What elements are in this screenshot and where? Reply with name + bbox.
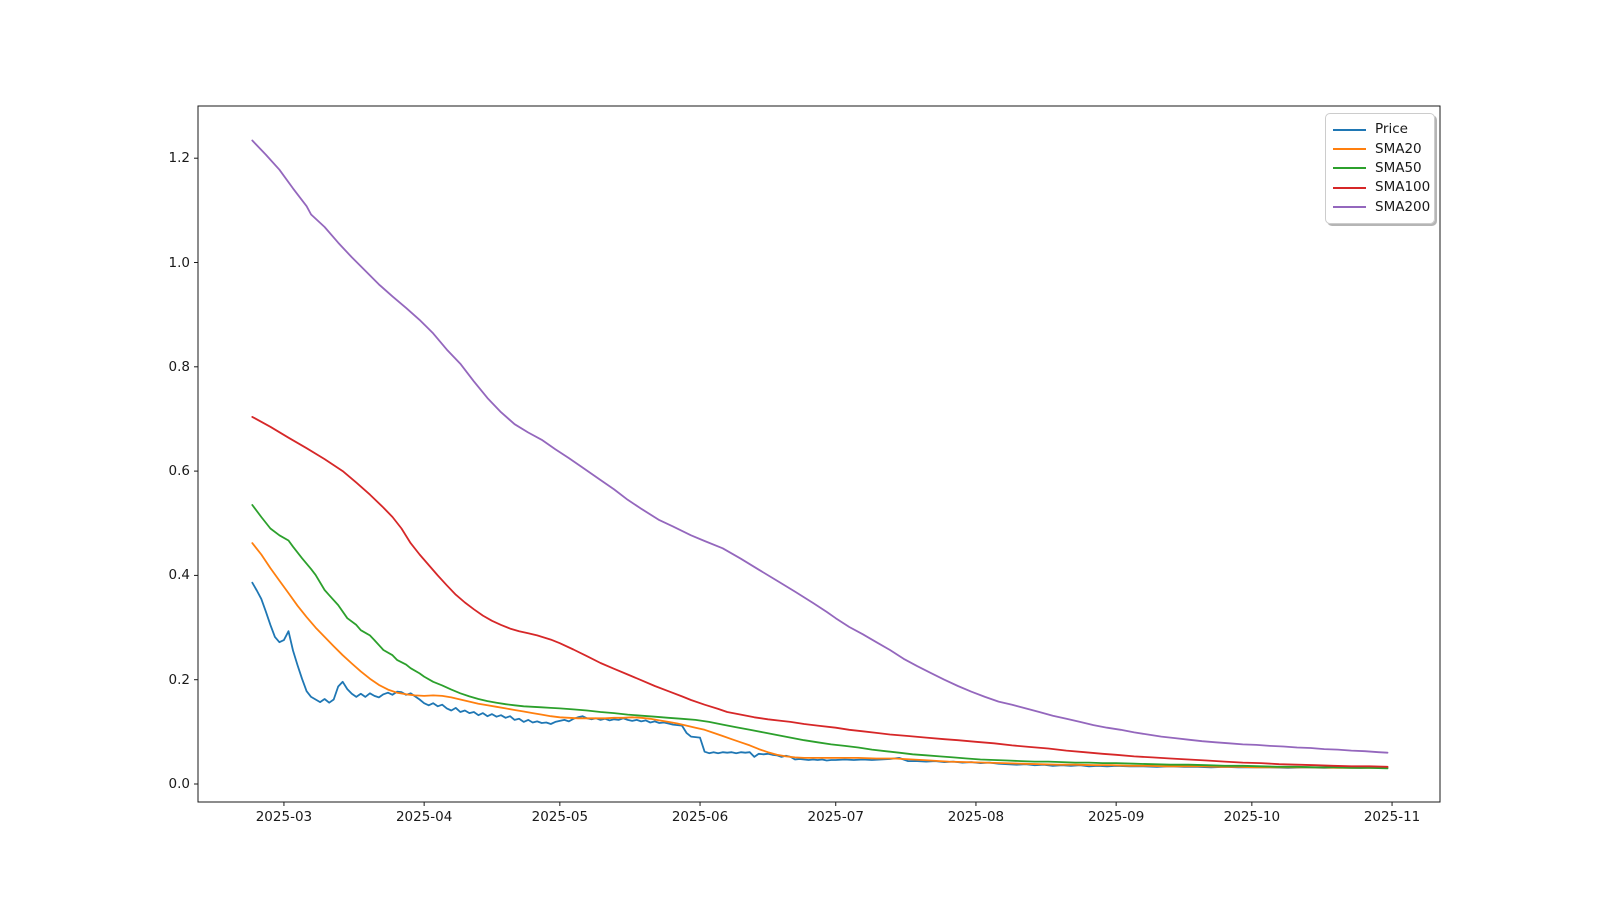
legend-label: Price [1375,121,1408,138]
legend-label: SMA100 [1375,179,1431,196]
series-line-sma50 [251,504,1389,770]
x-tick-label: 2025-05 [531,809,589,825]
x-tick-label: 2025-06 [671,809,729,825]
legend-item-sma100: SMA100 [1333,178,1431,197]
x-tick-label: 2025-03 [255,809,313,825]
series-line-sma100 [251,415,1389,768]
legend-label: SMA200 [1375,198,1431,215]
x-tick-label: 2025-11 [1363,809,1421,825]
legend-line-swatch [1333,206,1366,209]
y-tick-label: 0.6 [168,463,190,480]
x-tick-label: 2025-10 [1223,809,1281,825]
y-tick-label: 1.0 [168,254,190,271]
legend-label: SMA20 [1375,140,1422,157]
series-line-price [251,581,1389,769]
legend-item-price: Price [1333,120,1428,139]
y-tick-label: 0.2 [168,671,190,688]
legend-line-swatch [1333,148,1366,151]
legend-item-sma200: SMA200 [1333,198,1431,217]
legend-line-swatch [1333,186,1366,189]
legend-item-sma20: SMA20 [1333,139,1428,158]
y-tick-label: 0.0 [168,776,190,792]
legend-item-sma50: SMA50 [1333,159,1428,178]
x-tick-label: 2025-09 [1087,809,1145,825]
y-tick-label: 1.2 [168,150,190,167]
y-tick-label: 0.4 [168,567,190,584]
series-line-sma20 [251,542,1389,769]
y-tick-label: 0.8 [168,358,190,375]
x-tick-label: 2025-08 [947,809,1005,825]
legend-line-swatch [1333,128,1366,131]
legend-label: SMA50 [1375,159,1422,176]
series-line-sma200 [251,139,1389,754]
x-tick-label: 2025-07 [807,809,864,825]
legend-line-swatch [1333,167,1366,170]
x-tick-label: 2025-04 [395,809,453,825]
legend: Price SMA20 SMA50 SMA100 SMA200 [1325,113,1435,224]
